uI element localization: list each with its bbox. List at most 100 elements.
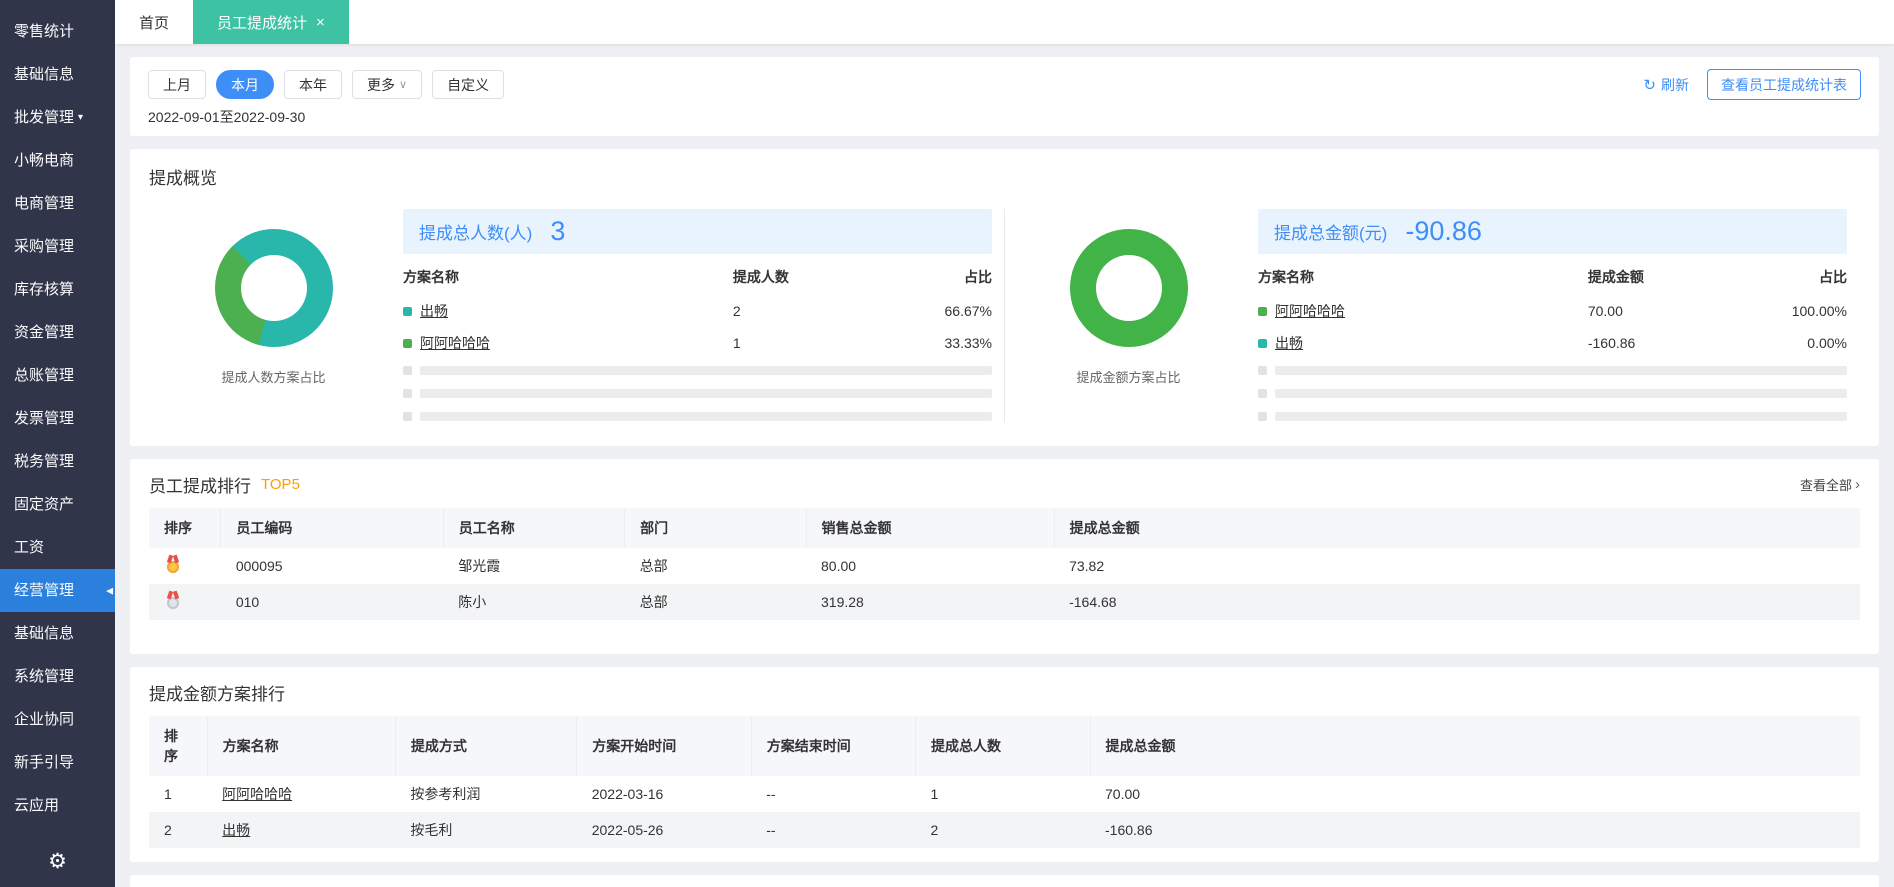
people-headline: 提成总人数(人) 3 (403, 209, 992, 254)
sidebar-item-inventory-accounting[interactable]: 库存核算 (14, 281, 75, 298)
sidebar-item-cloud-apps[interactable]: 云应用 (14, 797, 60, 814)
placeholder-bar (1275, 366, 1847, 375)
employee-code: 000095 (235, 558, 283, 574)
vertical-divider (1004, 209, 1005, 422)
sidebar-footer: ⚙ (0, 835, 115, 887)
column-header: 员工名称 (443, 508, 626, 548)
sidebar-item-enterprise-collab[interactable]: 企业协同 (14, 711, 75, 728)
legend-row: 出畅 2 66.67% (403, 295, 992, 327)
gear-icon[interactable]: ⚙ (48, 849, 67, 873)
placeholder-bar (1275, 389, 1847, 398)
plan-link[interactable]: 阿阿哈哈哈 (420, 335, 490, 351)
placeholder-bar (1275, 412, 1847, 421)
amount-donut-chart (1069, 229, 1188, 347)
plan-link[interactable]: 出畅 (222, 822, 251, 838)
series-dot-teal (403, 306, 412, 316)
sidebar-item-business-mgmt[interactable]: 经营管理 ◀ (0, 569, 115, 612)
tab-employee-commission-stats[interactable]: 员工提成统计 × (193, 0, 349, 44)
sidebar-item-funds-mgmt[interactable]: 资金管理 (14, 324, 75, 341)
plan-link[interactable]: 出畅 (1275, 335, 1303, 351)
view-report-button[interactable]: 查看员工提成统计表 (1707, 69, 1861, 100)
overview-title: 提成概览 (149, 169, 217, 188)
table-row[interactable]: 000095 邹光霞 总部 80.00 73.82 (149, 548, 1860, 584)
column-header: 方案开始时间 (576, 716, 752, 776)
tab-home[interactable]: 首页 (139, 14, 170, 32)
sidebar-menu: 零售统计 基础信息 批发管理 ▾ 小畅电商 电商管理 采购管理 库存核算 资金管理… (0, 0, 115, 835)
employee-dept: 总部 (624, 584, 806, 620)
sidebar-item-tax-mgmt[interactable]: 税务管理 (14, 453, 75, 470)
column-header: 提成金额 (1587, 269, 1644, 285)
legend-row: 阿阿哈哈哈 70.00 100.00% (1258, 295, 1847, 327)
table-row[interactable]: 2 出畅 按毛利 2022-05-26 -- 2 -160.86 (149, 812, 1860, 848)
employee-code: 010 (220, 584, 444, 620)
people-donut-chart (214, 229, 333, 347)
column-header: 提成总金额 (1090, 716, 1860, 776)
amount-plan-table: 方案名称 提成金额 占比 阿阿哈哈哈 70.00 100.00% (1258, 256, 1847, 428)
column-header: 提成总人数 (915, 716, 1091, 776)
plan-percentage: 33.33% (944, 335, 992, 351)
employee-commission: -164.68 (1054, 584, 1860, 620)
people-headline-label: 提成总人数(人) (419, 224, 533, 243)
placeholder-dot (1258, 366, 1267, 375)
sidebar-item-wholesale-mgmt[interactable]: 批发管理 ▾ (0, 96, 115, 139)
sidebar-item-basic-info-2[interactable]: 基础信息 (14, 625, 75, 642)
table-row[interactable]: 1 阿阿哈哈哈 按参考利润 2022-03-16 -- 1 70.00 (149, 776, 1860, 812)
sidebar-item-ecommerce-mgmt[interactable]: 电商管理 (14, 195, 75, 212)
filter-this-year-button[interactable]: 本年 (284, 70, 342, 99)
sidebar-item-fixed-assets[interactable]: 固定资产 (14, 496, 75, 513)
sidebar-item-newbie-guide[interactable]: 新手引导 (14, 754, 75, 771)
placeholder-row (403, 382, 992, 405)
sidebar-item-purchasing-mgmt[interactable]: 采购管理 (14, 238, 75, 255)
sidebar-item-invoice-mgmt[interactable]: 发票管理 (14, 410, 75, 427)
refresh-label: 刷新 (1661, 76, 1689, 93)
sidebar-item-general-ledger[interactable]: 总账管理 (14, 367, 75, 384)
sidebar-item-system-mgmt[interactable]: 系统管理 (14, 668, 75, 685)
placeholder-row (1258, 405, 1847, 428)
chevron-right-icon: › (1855, 476, 1860, 493)
filter-last-month-button[interactable]: 上月 (148, 70, 206, 99)
plan-amount: 70.00 (1587, 303, 1623, 319)
people-headline-value: 3 (550, 216, 566, 246)
sidebar-item-label: 批发管理 (14, 109, 75, 126)
refresh-button[interactable]: ↻ 刷新 (1643, 75, 1689, 95)
silver-medal-icon (167, 597, 179, 610)
sidebar-item-xiaochang-ecommerce[interactable]: 小畅电商 (14, 152, 75, 169)
plan-link[interactable]: 阿阿哈哈哈 (222, 786, 293, 802)
placeholder-dot (1258, 389, 1267, 398)
plan-people-total: 2 (915, 812, 1091, 848)
column-header: 占比 (964, 269, 992, 285)
plan-amount: -160.86 (1587, 335, 1636, 351)
placeholder-dot (403, 366, 412, 375)
column-header: 提成方式 (395, 716, 578, 776)
plan-end-date: -- (751, 812, 916, 848)
placeholder-row (1258, 382, 1847, 405)
top5-badge: TOP5 (261, 476, 300, 493)
employee-ranking-table: 排序 员工编码 员工名称 部门 销售总金额 提成总金额 000095 邹光霞 总… (149, 508, 1860, 620)
tab-bar: 首页 员工提成统计 × (115, 0, 1894, 44)
filter-this-month-button[interactable]: 本月 (216, 70, 274, 99)
legend-row: 出畅 -160.86 0.00% (1258, 327, 1847, 359)
sidebar-item-payroll[interactable]: 工资 (14, 539, 45, 556)
caret-left-icon: ◀ (106, 585, 113, 595)
view-all-link[interactable]: 查看全部 › (1800, 475, 1860, 494)
filter-more-label: 更多 (367, 76, 395, 93)
plan-link[interactable]: 出畅 (420, 303, 448, 319)
series-dot-green (1258, 306, 1267, 316)
sidebar-item-basic-info[interactable]: 基础信息 (14, 66, 75, 83)
close-icon[interactable]: × (316, 13, 325, 31)
period-filter-group: 上月 本月 本年 更多 ∨ 自定义 (148, 70, 505, 99)
plan-start-date: 2022-03-16 (591, 786, 664, 802)
plan-link[interactable]: 阿阿哈哈哈 (1275, 303, 1345, 319)
column-header: 提成总金额 (1054, 508, 1860, 548)
filter-custom-button[interactable]: 自定义 (432, 70, 505, 99)
plan-percentage: 0.00% (1807, 335, 1847, 351)
sidebar-item-retail-stats[interactable]: 零售统计 (14, 23, 75, 40)
legend-row: 阿阿哈哈哈 1 33.33% (403, 327, 992, 359)
filter-card: 上月 本月 本年 更多 ∨ 自定义 ↻ 刷新 查看员工提成统计表 2022-09-0… (130, 57, 1879, 136)
amount-headline-value: -90.86 (1405, 216, 1482, 246)
filter-more-button[interactable]: 更多 ∨ (352, 70, 423, 99)
gold-medal-icon (167, 561, 179, 574)
column-header: 方案结束时间 (751, 716, 917, 776)
table-row[interactable]: 010 陈小 总部 319.28 -164.68 (149, 584, 1860, 620)
placeholder-row (1258, 359, 1847, 382)
